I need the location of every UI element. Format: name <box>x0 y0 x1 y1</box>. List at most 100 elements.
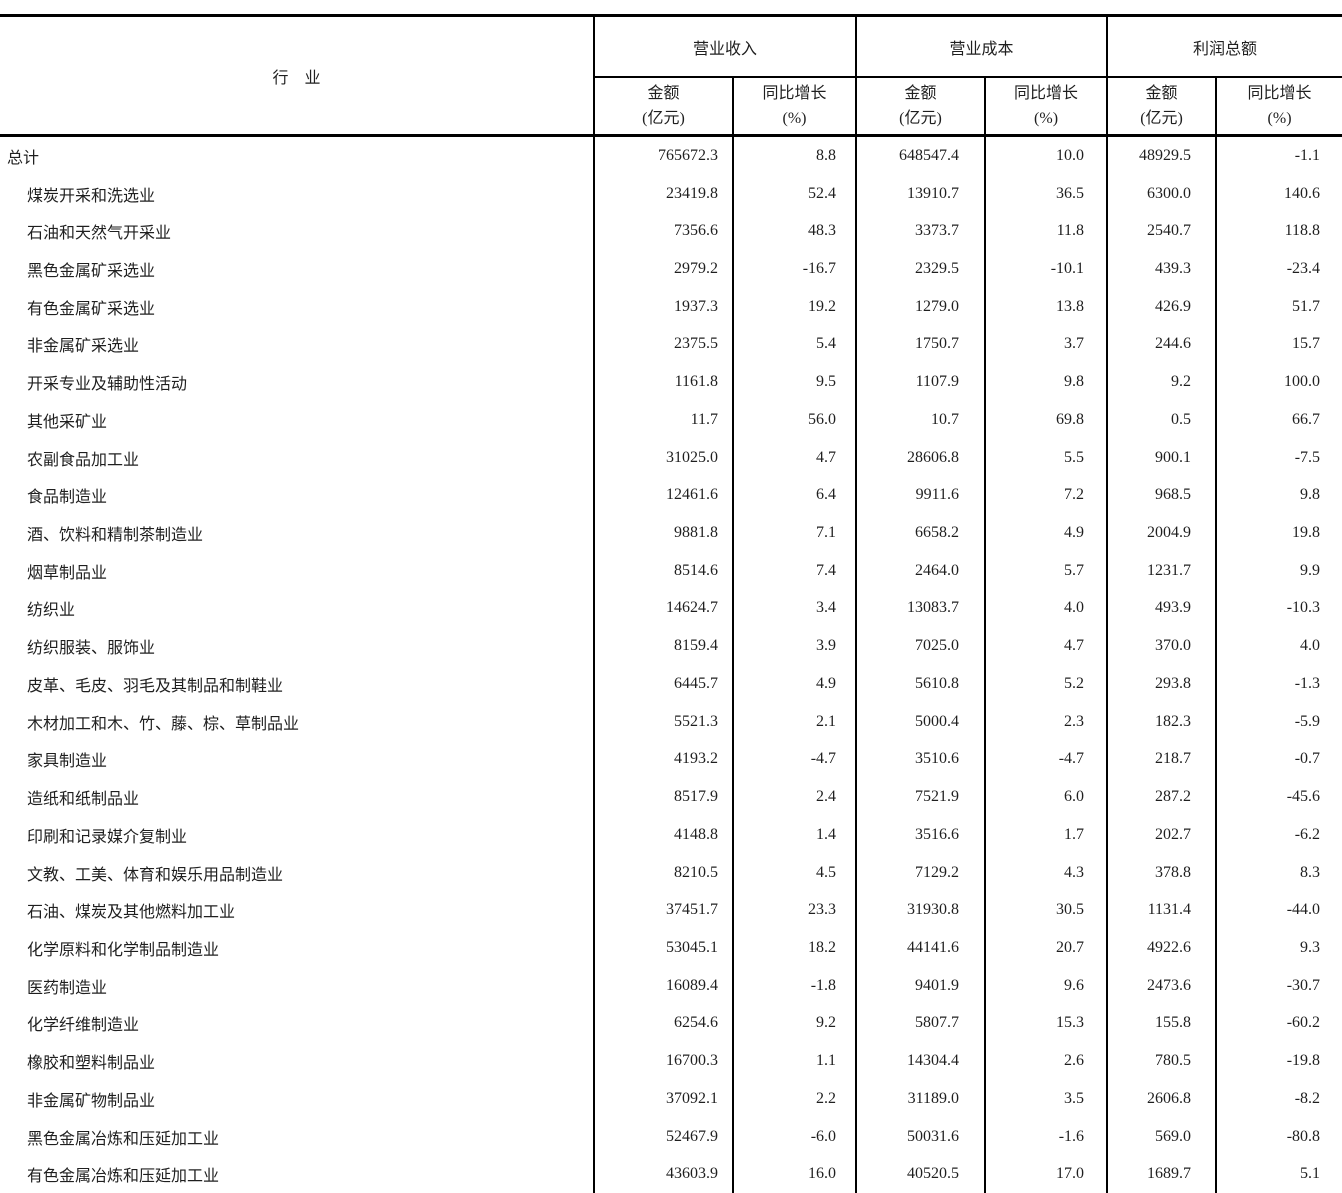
profit-amount-cell: 293.8 <box>1107 665 1218 703</box>
revenue-amount-cell: 2979.2 <box>594 250 734 288</box>
profit-growth-cell: 66.7 <box>1292 410 1321 428</box>
industry-name: 酒、饮料和精制茶制造业 <box>0 514 595 552</box>
profit-amount-cell: 287.2 <box>1107 778 1218 816</box>
revenue-growth-cell: 1.4 <box>733 815 858 854</box>
cost-amount-cell: 6658.2 <box>856 514 987 552</box>
profit-amount-cell: 244.6 <box>1107 325 1218 364</box>
cost-amount-cell: 14304.4 <box>856 1042 987 1080</box>
revenue-growth-cell: 4.7 <box>733 438 858 477</box>
revenue-growth-cell: -4.7 <box>733 740 858 779</box>
cost-amount-cell: 28606.8 <box>856 438 987 477</box>
table-row: 医药制造业 16089.4 -1.8 9401.9 9.6 2473.6 -30… <box>0 966 1342 1005</box>
cost-amount-cell: 13083.7 <box>856 589 987 628</box>
cost-amount-cell: 7521.9 <box>856 778 987 816</box>
revenue-amount-cell: 16089.4 <box>594 966 734 1005</box>
revenue-growth-cell: 23.3 <box>733 891 858 930</box>
profit-amount-cell: 155.8 <box>1107 1004 1218 1043</box>
industry-name: 石油和天然气开采业 <box>0 212 595 251</box>
industry-name: 总计 <box>0 135 595 175</box>
cost-growth-cell: 5.7 <box>985 551 1109 590</box>
cost-amount-cell: 1107.9 <box>856 363 987 402</box>
subheader-amount-unit: (亿元) <box>642 110 685 127</box>
cost-growth-cell: -10.1 <box>985 250 1109 288</box>
cost-amount-cell: 5000.4 <box>856 702 987 741</box>
profit-growth-cell: -0.7 <box>1294 750 1321 768</box>
revenue-growth-cell: 4.5 <box>733 853 858 892</box>
profit-growth-cell: 100.0 <box>1284 373 1321 391</box>
table-row: 石油、煤炭及其他燃料加工业 37451.7 23.3 31930.8 30.5 … <box>0 891 1342 930</box>
table-row: 非金属矿物制品业 37092.1 2.2 31189.0 3.5 2606.8 … <box>0 1079 1342 1118</box>
profit-amount-cell: 202.7 <box>1107 815 1218 854</box>
table-header: 行 业 营业收入 营业成本 利润总额 金额 (亿元) 同比增长 (%) 金额 (… <box>0 15 1342 137</box>
revenue-amount-cell: 6445.7 <box>594 665 734 703</box>
industry-name: 非金属矿物制品业 <box>0 1079 595 1118</box>
table-row: 酒、饮料和精制茶制造业 9881.8 7.1 6658.2 4.9 2004.9… <box>0 514 1342 552</box>
table-row: 文教、工美、体育和娱乐用品制造业 8210.5 4.5 7129.2 4.3 3… <box>0 853 1342 892</box>
profit-growth-cell: -10.3 <box>1286 599 1321 617</box>
profit-amount-cell: 370.0 <box>1107 627 1218 666</box>
cost-growth-cell: 6.0 <box>985 778 1109 816</box>
revenue-growth-cell: 5.4 <box>733 325 858 364</box>
profit-growth-cell: 15.7 <box>1292 335 1321 353</box>
table-row: 造纸和纸制品业 8517.9 2.4 7521.9 6.0 287.2 -45.… <box>0 778 1342 816</box>
profit-growth-cell: -7.5 <box>1294 448 1321 466</box>
industry-name: 非金属矿采选业 <box>0 325 595 364</box>
cost-amount-cell: 1750.7 <box>856 325 987 364</box>
industry-name: 纺织服装、服饰业 <box>0 627 595 666</box>
profit-growth-cell: -5.9 <box>1294 712 1321 730</box>
revenue-growth-cell: 2.4 <box>733 778 858 816</box>
revenue-growth-cell: -1.8 <box>733 966 858 1005</box>
profit-growth-cell: -1.3 <box>1294 674 1321 692</box>
cost-growth-cell: -1.6 <box>985 1117 1109 1156</box>
table-row: 家具制造业 4193.2 -4.7 3510.6 -4.7 218.7 -0.7 <box>0 740 1342 779</box>
cost-amount-cell: 2464.0 <box>856 551 987 590</box>
table-row: 木材加工和木、竹、藤、棕、草制品业 5521.3 2.1 5000.4 2.3 … <box>0 702 1342 741</box>
profit-growth-cell: -80.8 <box>1286 1127 1321 1145</box>
revenue-amount-cell: 37092.1 <box>594 1079 734 1118</box>
revenue-growth-cell: 9.2 <box>733 1004 858 1043</box>
cost-growth-cell: -4.7 <box>985 740 1109 779</box>
table-row: 食品制造业 12461.6 6.4 9911.6 7.2 968.5 9.8 <box>0 476 1342 515</box>
profit-growth-cell: 118.8 <box>1284 222 1321 240</box>
cost-growth-cell: 7.2 <box>985 476 1109 515</box>
profit-amount-cell: 780.5 <box>1107 1042 1218 1080</box>
group-header-operating-cost: 营业成本 <box>856 15 1109 78</box>
cost-growth-cell: 5.2 <box>985 665 1109 703</box>
revenue-amount-cell: 7356.6 <box>594 212 734 251</box>
table-row: 黑色金属矿采选业 2979.2 -16.7 2329.5 -10.1 439.3… <box>0 250 1342 288</box>
cost-growth-cell: 4.3 <box>985 853 1109 892</box>
profit-growth-cell: 19.8 <box>1292 524 1321 542</box>
industry-name: 食品制造业 <box>0 476 595 515</box>
industry-name: 印刷和记录媒介复制业 <box>0 815 595 854</box>
revenue-amount-cell: 14624.7 <box>594 589 734 628</box>
industry-name: 家具制造业 <box>0 740 595 779</box>
table-row: 纺织服装、服饰业 8159.4 3.9 7025.0 4.7 370.0 4.0 <box>0 627 1342 666</box>
industry-name: 橡胶和塑料制品业 <box>0 1042 595 1080</box>
cost-amount-cell: 1279.0 <box>856 287 987 326</box>
revenue-amount-cell: 11.7 <box>594 401 734 439</box>
table-row: 化学原料和化学制品制造业 53045.1 18.2 44141.6 20.7 4… <box>0 929 1342 967</box>
revenue-amount-cell: 43603.9 <box>594 1155 734 1193</box>
revenue-growth-cell: 7.1 <box>733 514 858 552</box>
cost-amount-cell: 31189.0 <box>856 1079 987 1118</box>
profit-growth-cell: 9.9 <box>1300 561 1321 579</box>
revenue-growth-cell: 18.2 <box>733 929 858 967</box>
revenue-amount-cell: 52467.9 <box>594 1117 734 1156</box>
revenue-growth-cell: 3.9 <box>733 627 858 666</box>
group-header-operating-revenue: 营业收入 <box>594 15 858 78</box>
cost-amount-cell: 9911.6 <box>856 476 987 515</box>
industry-name: 农副食品加工业 <box>0 438 595 477</box>
column-header-industry: 行 业 <box>0 15 595 137</box>
cost-amount-cell: 7025.0 <box>856 627 987 666</box>
industry-name: 煤炭开采和洗选业 <box>0 174 595 213</box>
profit-growth-cell: -23.4 <box>1286 260 1321 278</box>
profit-growth-cell: 5.1 <box>1300 1165 1321 1183</box>
cost-amount-cell: 3373.7 <box>856 212 987 251</box>
profit-growth-cell: 8.3 <box>1300 863 1321 881</box>
subheader-amount-label: 金额 <box>1145 85 1178 102</box>
cost-amount-cell: 13910.7 <box>856 174 987 213</box>
profit-amount-cell: 968.5 <box>1107 476 1218 515</box>
subheader-growth-label: 同比增长 <box>762 85 827 102</box>
revenue-growth-cell: 4.9 <box>733 665 858 703</box>
cost-growth-cell: 2.3 <box>985 702 1109 741</box>
